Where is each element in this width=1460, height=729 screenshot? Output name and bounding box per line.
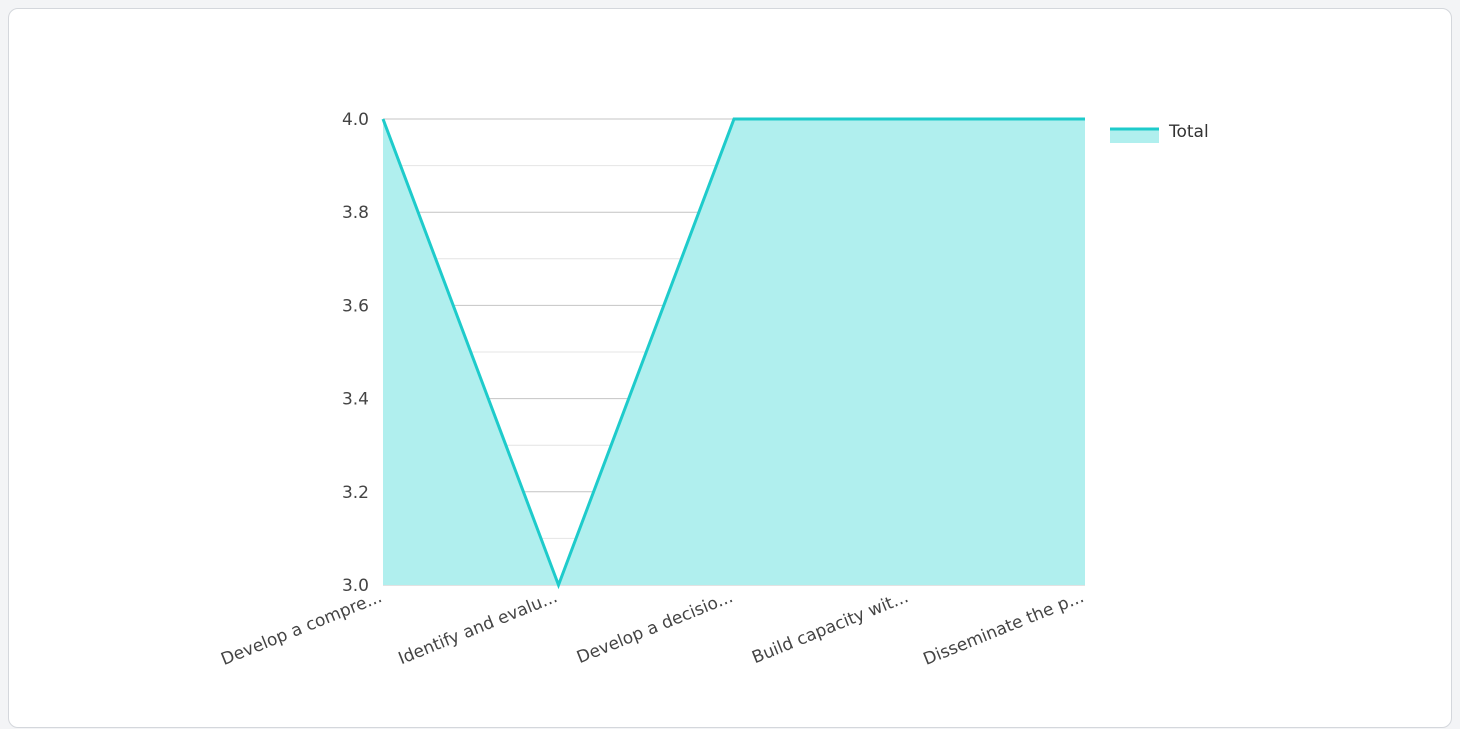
- x-tick-label: Develop a compre...: [218, 587, 385, 670]
- x-axis: Develop a compre... Identify and evalu...…: [218, 587, 1087, 670]
- x-tick-label: Build capacity wit...: [749, 587, 911, 668]
- series-line-total: [381, 117, 1085, 590]
- legend: Total: [1110, 122, 1209, 143]
- y-tick-label: 3.0: [342, 576, 369, 596]
- y-tick-label: 3.4: [342, 390, 369, 410]
- y-axis: 3.0 3.2 3.4 3.6 3.8 4.0: [342, 110, 369, 596]
- y-tick-label: 4.0: [342, 110, 369, 130]
- y-tick-label: 3.8: [342, 203, 369, 223]
- y-tick-label: 3.6: [342, 296, 369, 316]
- area-chart: 3.0 3.2 3.4 3.6 3.8 4.0 Develop a compre... Id…: [218, 110, 1209, 670]
- y-tick-label: 3.2: [342, 483, 369, 503]
- x-tick-label: Develop a decisio...: [574, 587, 736, 668]
- series-area-total: [383, 119, 1085, 585]
- area-layer: [383, 119, 1085, 585]
- legend-swatch-fill: [1110, 129, 1159, 143]
- chart-card: 3.0 3.2 3.4 3.6 3.8 4.0 Develop a compre... Id…: [8, 8, 1452, 728]
- legend-label-total: Total: [1168, 122, 1209, 142]
- line-layer: [381, 117, 1085, 590]
- x-tick-label: Identify and evalu...: [396, 587, 561, 669]
- x-tick-label: Disseminate the p...: [921, 587, 1087, 670]
